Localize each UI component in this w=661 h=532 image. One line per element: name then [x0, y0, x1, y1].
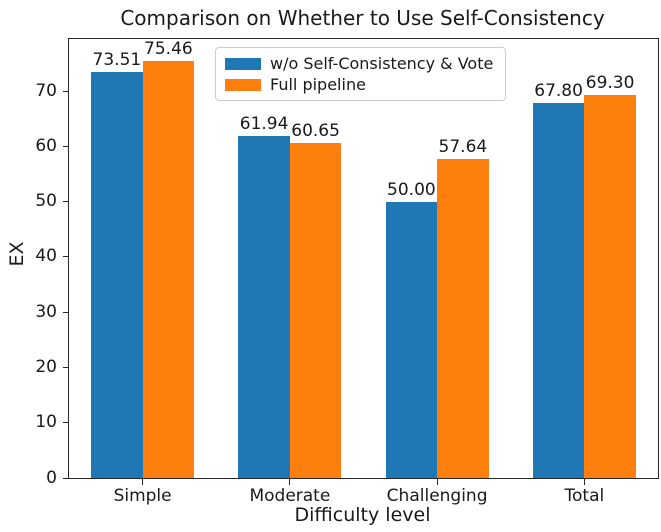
- bar-value-label: 60.65: [291, 120, 340, 141]
- y-tick-mark: [63, 422, 68, 424]
- legend-swatch: [225, 57, 261, 70]
- chart-title: Comparison on Whether to Use Self-Consis…: [120, 6, 605, 30]
- plot-area: w/o Self-Consistency & Vote Full pipeline…: [35, 38, 659, 506]
- y-tick-label: 60: [35, 135, 57, 156]
- legend: w/o Self-Consistency & Vote Full pipeline: [215, 47, 506, 101]
- y-tick-mark: [63, 145, 68, 147]
- y-tick-label: 40: [35, 246, 57, 267]
- y-tick-label: 50: [35, 191, 57, 212]
- y-tick-label: 10: [35, 412, 57, 433]
- y-tick-label: 20: [35, 356, 57, 377]
- legend-label: w/o Self-Consistency & Vote: [270, 53, 494, 73]
- y-tick-mark: [63, 366, 68, 368]
- bar-value-label: 67.80: [534, 81, 583, 102]
- bar: [385, 201, 438, 478]
- y-tick-mark: [63, 256, 68, 258]
- bar-value-label: 75.46: [144, 38, 193, 59]
- x-axis-label: Difficulty level: [294, 504, 431, 526]
- bar: [91, 71, 143, 478]
- y-tick-label: 70: [35, 80, 57, 101]
- y-tick-mark: [63, 311, 68, 313]
- bar-value-label: 57.64: [438, 137, 488, 158]
- y-tick-label: 30: [35, 301, 57, 322]
- x-tick-mark: [583, 479, 585, 485]
- bar-value-label: 61.94: [239, 113, 289, 134]
- legend-row: w/o Self-Consistency & Vote: [225, 54, 496, 74]
- bar-value-label: 73.51: [92, 49, 142, 70]
- legend-label: Full pipeline: [270, 74, 366, 94]
- bar: [289, 142, 342, 478]
- y-tick-mark: [63, 90, 68, 92]
- bar: [142, 60, 195, 478]
- y-tick-label: 0: [46, 467, 57, 488]
- bar: [437, 159, 489, 478]
- x-tick-label: Moderate: [249, 486, 331, 506]
- legend-swatch: [225, 78, 261, 91]
- bar-value-label: 50.00: [387, 179, 436, 200]
- legend-row: Full pipeline: [225, 75, 496, 95]
- y-tick-mark: [63, 477, 68, 479]
- x-tick-label: Simple: [113, 486, 172, 506]
- bar: [532, 103, 585, 478]
- bar: [584, 94, 636, 478]
- bar: [238, 135, 290, 478]
- x-tick-mark: [142, 479, 144, 485]
- y-tick-mark: [63, 201, 68, 203]
- x-tick-label: Total: [564, 486, 605, 506]
- x-tick-mark: [289, 479, 291, 485]
- x-tick-label: Challenging: [386, 486, 488, 506]
- bar-value-label: 69.30: [585, 72, 635, 93]
- x-tick-mark: [436, 479, 438, 485]
